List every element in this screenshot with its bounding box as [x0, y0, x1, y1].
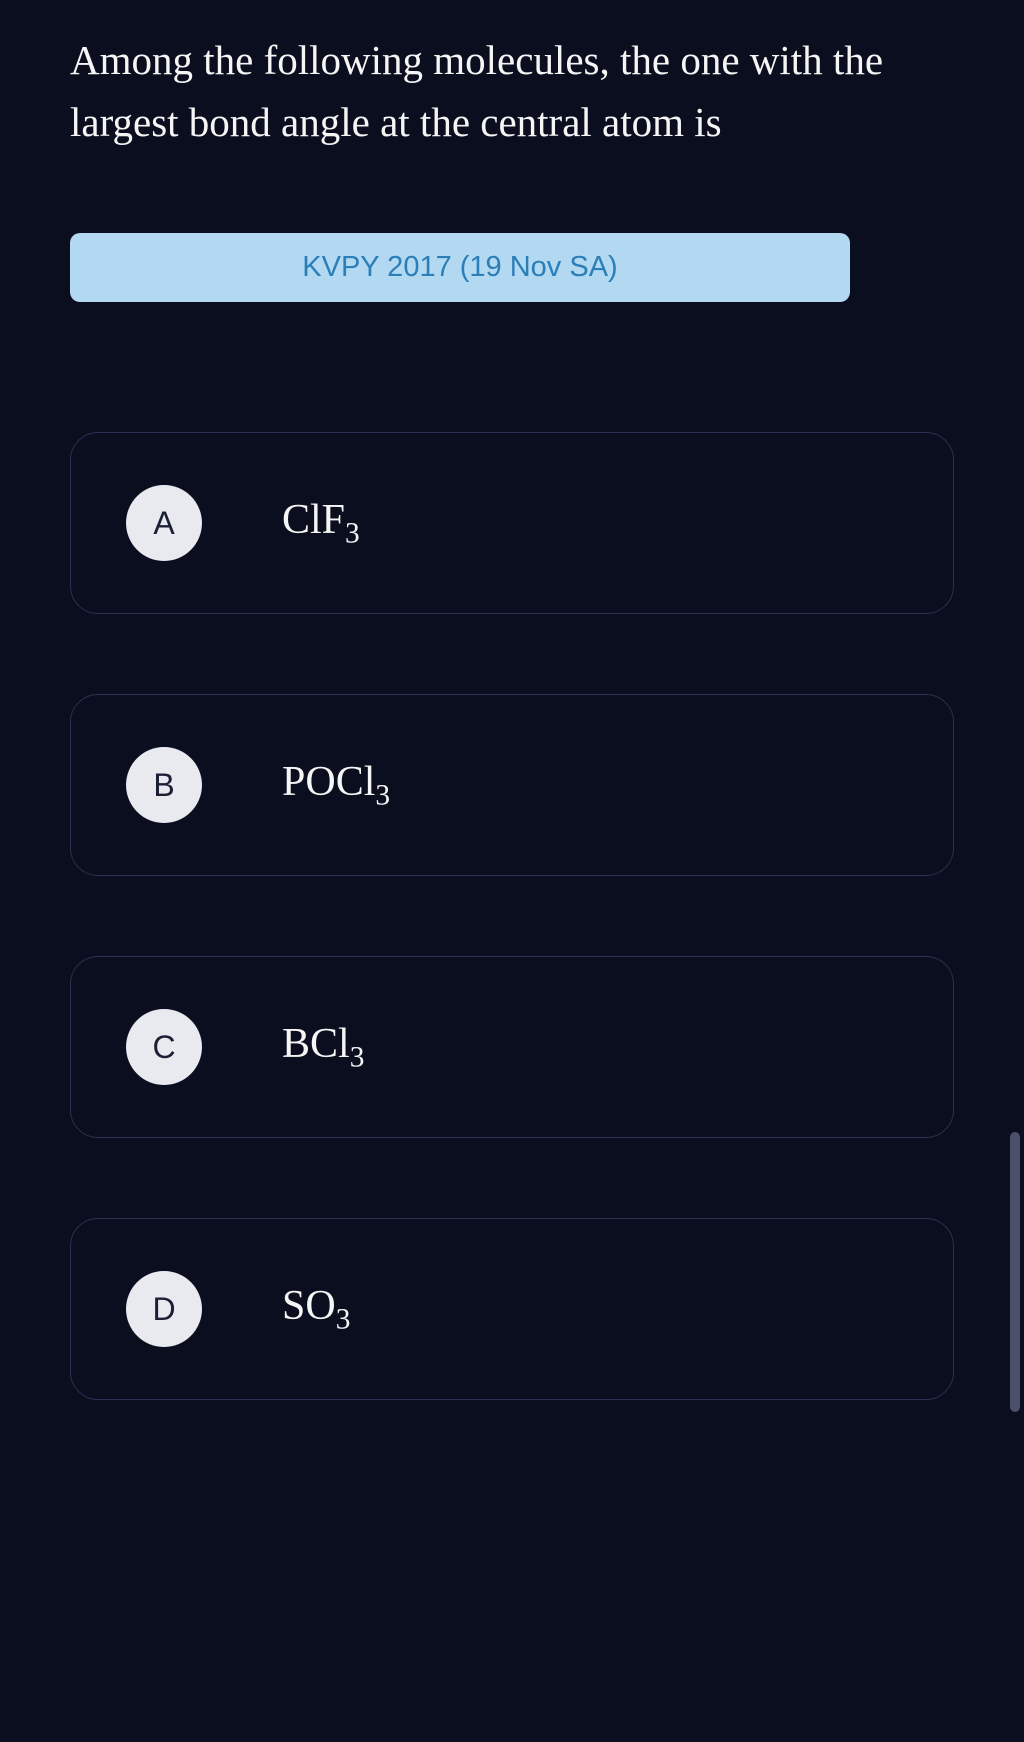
formula-base: POCl [282, 759, 375, 805]
scrollbar-thumb[interactable] [1010, 1132, 1020, 1412]
option-letter-badge: A [126, 485, 202, 561]
formula-sub: 3 [336, 1303, 351, 1335]
option-formula: ClF3 [282, 496, 360, 550]
option-a[interactable]: A ClF3 [70, 432, 954, 614]
formula-base: SO [282, 1283, 336, 1329]
formula-sub: 3 [375, 779, 390, 811]
options-list: A ClF3 B POCl3 C BCl3 D SO3 [70, 432, 954, 1400]
option-letter-badge: B [126, 747, 202, 823]
option-formula: BCl3 [282, 1020, 364, 1074]
exam-tag-badge[interactable]: KVPY 2017 (19 Nov SA) [70, 233, 850, 302]
formula-sub: 3 [350, 1041, 365, 1073]
option-formula: SO3 [282, 1282, 350, 1336]
option-formula: POCl3 [282, 758, 390, 812]
formula-sub: 3 [345, 517, 360, 549]
formula-base: ClF [282, 497, 345, 543]
quiz-container: Among the following molecules, the one w… [0, 0, 1024, 1440]
option-letter-badge: D [126, 1271, 202, 1347]
option-letter-badge: C [126, 1009, 202, 1085]
question-text: Among the following molecules, the one w… [70, 30, 954, 153]
formula-base: BCl [282, 1021, 350, 1067]
option-c[interactable]: C BCl3 [70, 956, 954, 1138]
option-d[interactable]: D SO3 [70, 1218, 954, 1400]
option-b[interactable]: B POCl3 [70, 694, 954, 876]
